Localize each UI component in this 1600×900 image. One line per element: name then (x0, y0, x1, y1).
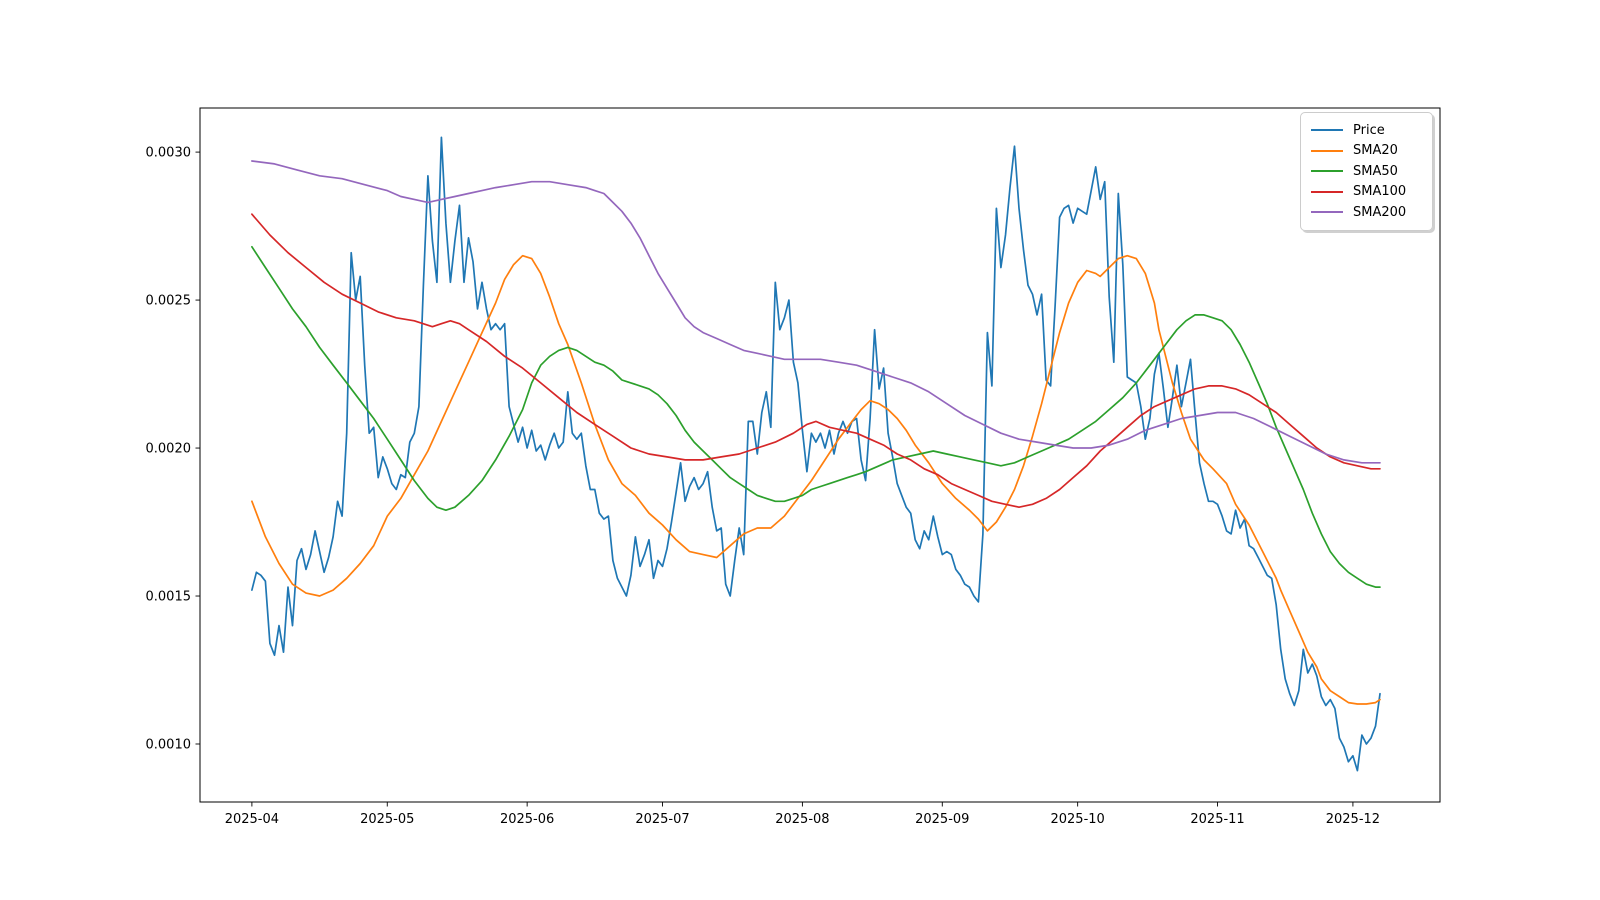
y-tick-label: 0.0025 (146, 294, 192, 309)
y-tick-label: 0.0030 (146, 146, 192, 161)
legend-label-price: Price (1353, 122, 1385, 138)
x-tick-label: 2025-10 (1050, 812, 1104, 827)
sma20-line-swatch (1311, 149, 1343, 152)
y-tick-label: 0.0010 (146, 737, 192, 752)
x-tick-label: 2025-11 (1190, 812, 1244, 827)
legend-item-sma200: SMA200 (1311, 202, 1422, 223)
y-tick-label: 0.0020 (146, 442, 192, 457)
y-tick-label: 0.0015 (146, 590, 192, 605)
series-line-sma200 (251, 160, 1381, 464)
x-tick-label: 2025-04 (225, 812, 279, 827)
x-tick-label: 2025-05 (360, 812, 414, 827)
price-line-swatch (1311, 129, 1343, 132)
series-line-sma50 (251, 245, 1381, 588)
legend-label-sma50: SMA50 (1353, 163, 1398, 179)
legend-label-sma20: SMA20 (1353, 143, 1398, 159)
legend-label-sma100: SMA100 (1353, 184, 1407, 200)
x-tick-label: 2025-06 (500, 812, 554, 827)
series-line-sma20 (251, 254, 1381, 705)
x-tick-label: 2025-07 (635, 812, 689, 827)
plot-frame (199, 107, 1441, 803)
x-tick-label: 2025-12 (1326, 812, 1380, 827)
legend-label-sma200: SMA200 (1353, 204, 1407, 220)
legend-item-price: Price (1311, 120, 1422, 141)
legend-item-sma50: SMA50 (1311, 161, 1422, 182)
sma100-line-swatch (1311, 190, 1343, 193)
x-tick-label: 2025-08 (775, 812, 829, 827)
series-line-price (251, 136, 1381, 772)
x-tick-label: 2025-09 (915, 812, 969, 827)
sma200-line-swatch (1311, 211, 1343, 214)
sma50-line-swatch (1311, 170, 1343, 173)
legend: Price SMA20 SMA50 SMA100 SMA200 (1300, 112, 1433, 231)
legend-item-sma100: SMA100 (1311, 182, 1422, 203)
series-line-sma100 (251, 213, 1381, 509)
legend-item-sma20: SMA20 (1311, 141, 1422, 162)
